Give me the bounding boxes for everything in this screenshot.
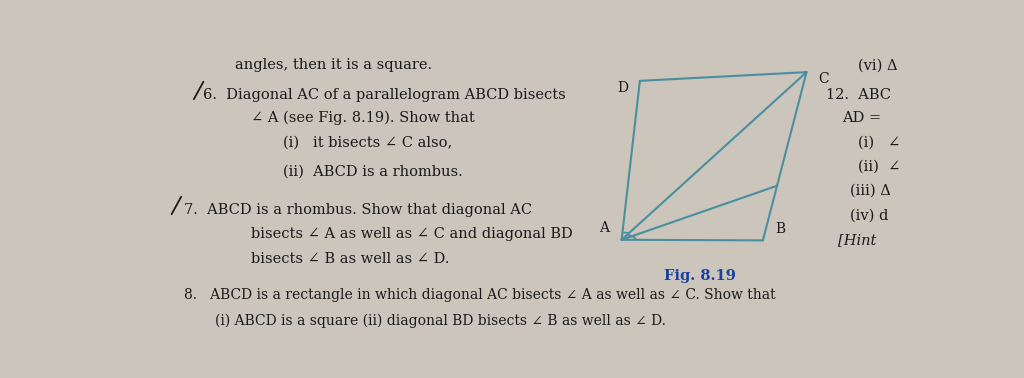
Text: C: C xyxy=(818,73,829,87)
Text: (iii) Δ: (iii) Δ xyxy=(850,184,891,198)
Text: (ii)  ABCD is a rhombus.: (ii) ABCD is a rhombus. xyxy=(283,165,463,179)
Text: (i)   it bisects ∠ C also,: (i) it bisects ∠ C also, xyxy=(283,136,452,150)
Text: (vi) Δ: (vi) Δ xyxy=(858,59,898,73)
Text: (i) ABCD is a square (ii) diagonal BD bisects ∠ B as well as ∠ D.: (i) ABCD is a square (ii) diagonal BD bi… xyxy=(215,314,667,328)
Text: B: B xyxy=(775,222,785,236)
Text: angles, then it is a square.: angles, then it is a square. xyxy=(236,59,432,73)
Text: [Hint: [Hint xyxy=(839,233,877,247)
Text: ∠ A (see Fig. 8.19). Show that: ∠ A (see Fig. 8.19). Show that xyxy=(251,111,475,125)
Text: bisects ∠ B as well as ∠ D.: bisects ∠ B as well as ∠ D. xyxy=(251,252,450,266)
Text: (ii)  ∠: (ii) ∠ xyxy=(858,160,900,174)
Text: AD =: AD = xyxy=(842,111,882,125)
Text: 8.   ABCD is a rectangle in which diagonal AC bisects ∠ A as well as ∠ C. Show t: 8. ABCD is a rectangle in which diagonal… xyxy=(183,288,775,302)
Text: Fig. 8.19: Fig. 8.19 xyxy=(665,269,736,283)
Text: (iv) d: (iv) d xyxy=(850,208,889,222)
Text: 6.  Diagonal AC of a parallelogram ABCD bisects: 6. Diagonal AC of a parallelogram ABCD b… xyxy=(204,88,566,102)
Text: D: D xyxy=(616,81,628,95)
Text: bisects ∠ A as well as ∠ C and diagonal BD: bisects ∠ A as well as ∠ C and diagonal … xyxy=(251,227,572,241)
Text: (i)   ∠: (i) ∠ xyxy=(858,136,900,150)
Text: 12.  ABC: 12. ABC xyxy=(826,88,891,102)
Text: 7.  ABCD is a rhombus. Show that diagonal AC: 7. ABCD is a rhombus. Show that diagonal… xyxy=(183,203,531,217)
Text: A: A xyxy=(599,221,609,235)
